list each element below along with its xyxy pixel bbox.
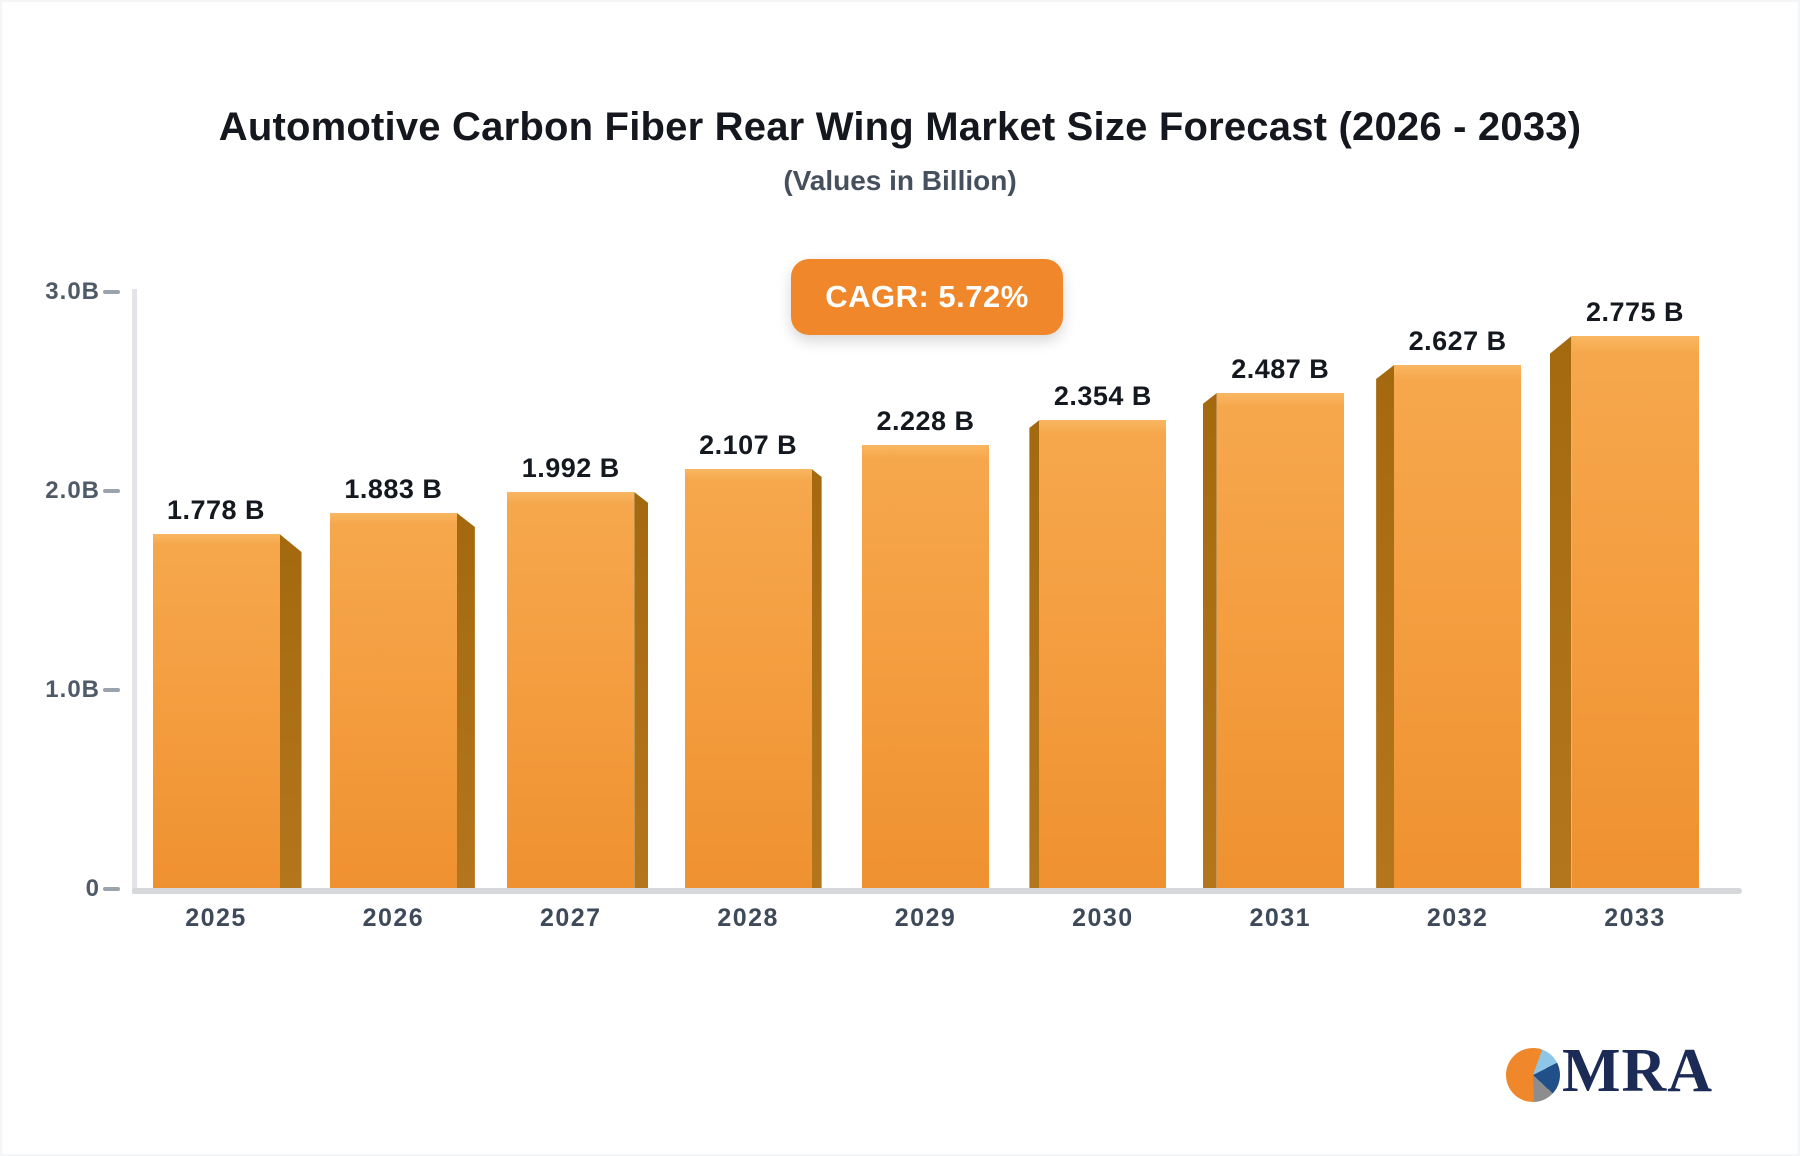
x-axis-tick-label: 2028 xyxy=(717,904,779,932)
bar-side-face xyxy=(1029,420,1040,888)
x-axis-tick-label: 2026 xyxy=(362,904,425,932)
y-axis-tick-mark xyxy=(103,290,120,294)
y-axis-tick-mark xyxy=(103,688,120,692)
y-axis-tick-label: 2.0B xyxy=(45,477,100,504)
y-axis-tick-label: 3.0B xyxy=(45,278,100,305)
bar-side-face xyxy=(1202,393,1217,888)
y-axis-tick-label: 0 xyxy=(85,875,100,902)
bar xyxy=(1216,393,1344,888)
bar xyxy=(1571,336,1699,888)
x-axis-tick-label: 2029 xyxy=(894,904,957,932)
bar-value-label: 2.228 B xyxy=(876,406,975,436)
bar-value-label: 1.883 B xyxy=(344,474,443,504)
x-axis-tick-label: 2032 xyxy=(1426,904,1489,932)
bar-value-label: 2.487 B xyxy=(1231,354,1330,384)
bar-side-face xyxy=(1376,365,1395,888)
x-axis-tick-label: 2027 xyxy=(539,904,602,932)
bar-value-label: 1.992 B xyxy=(521,453,620,483)
bar-side-face xyxy=(1549,336,1572,888)
bar xyxy=(862,445,989,888)
x-axis-tick-label: 2030 xyxy=(1072,904,1134,932)
x-axis-tick-label: 2025 xyxy=(185,904,247,932)
bar xyxy=(1039,420,1167,888)
bar xyxy=(507,492,635,888)
bar-value-label: 1.778 B xyxy=(166,495,266,525)
bar-side-face xyxy=(456,513,475,888)
page-subtitle: (Values in Billion) xyxy=(783,165,1017,196)
x-axis-line xyxy=(132,888,1742,894)
brand-logo-text: MRA xyxy=(1562,1037,1714,1105)
bar-value-label: 2.627 B xyxy=(1408,326,1507,356)
y-axis-tick-label: 1.0B xyxy=(45,676,100,703)
bar xyxy=(1394,365,1522,888)
bar-side-face xyxy=(811,469,822,888)
brand-logo: MRA xyxy=(1506,1040,1713,1102)
cagr-badge-label: CAGR: 5.72% xyxy=(825,279,1029,314)
cagr-badge: CAGR: 5.72% xyxy=(791,259,1063,335)
bar-value-label: 2.775 B xyxy=(1585,297,1685,327)
bar-side-face xyxy=(634,492,649,888)
bar-value-label: 2.107 B xyxy=(699,430,798,460)
bar xyxy=(329,513,457,888)
y-axis-tick-mark xyxy=(103,489,120,493)
bar-side-face xyxy=(279,534,302,888)
bar xyxy=(152,534,280,888)
y-axis-tick-mark xyxy=(103,887,120,891)
pie-chart-logo-icon xyxy=(1506,1048,1560,1102)
page-title: Automotive Carbon Fiber Rear Wing Market… xyxy=(218,105,1582,149)
y-axis-line xyxy=(132,289,137,894)
bar-value-label: 2.354 B xyxy=(1053,381,1152,411)
x-axis-tick-label: 2031 xyxy=(1249,904,1312,932)
x-axis-tick-label: 2033 xyxy=(1604,904,1666,932)
bar xyxy=(684,469,812,888)
